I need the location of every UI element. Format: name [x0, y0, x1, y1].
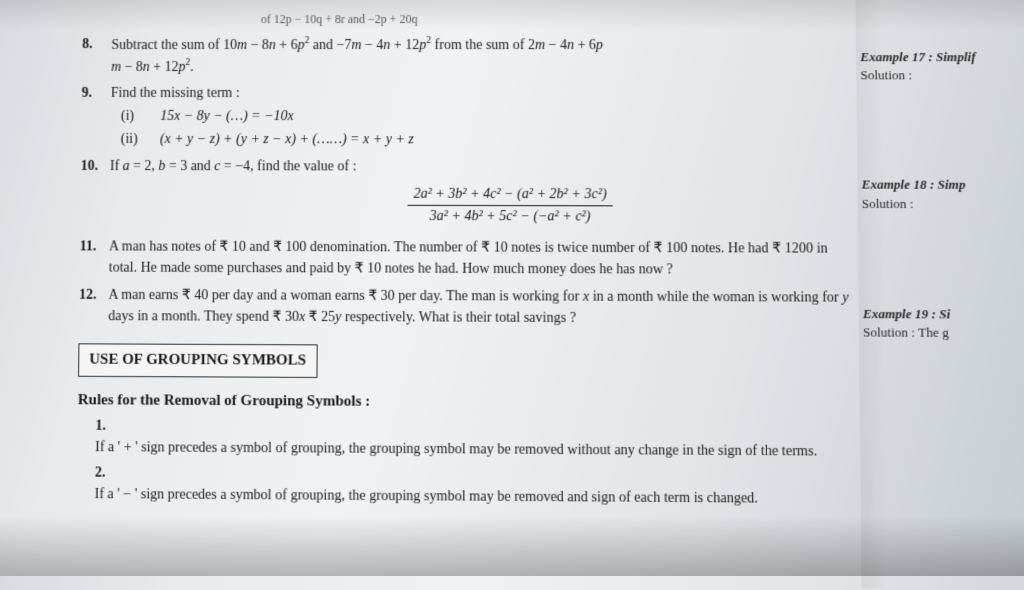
question-9: 9. Find the missing term : (i) 15x − 8y …: [81, 83, 863, 151]
q11-text: A man has notes of ₹ 10 and ₹ 100 denomi…: [109, 237, 854, 282]
q9-sub-i: (i) 15x − 8y − (…) = −10x: [121, 106, 863, 128]
margin-sol17: Solution :: [860, 66, 1024, 84]
margin-ex18-title: Example 18 : Simp: [861, 176, 1024, 195]
question-10: 10. If a = 2, b = 3 and c = −4, find the…: [80, 156, 864, 232]
q12-number: 12.: [79, 285, 105, 306]
q9-number: 9.: [81, 83, 107, 104]
margin-ex19-title: Example 19 : Si: [863, 305, 1024, 324]
question-12: 12. A man earns ₹ 40 per day and a woman…: [79, 285, 865, 331]
question-11: 11. A man has notes of ₹ 10 and ₹ 100 de…: [79, 237, 864, 282]
q9-i-text: 15x − 8y − (…) = −10x: [160, 109, 294, 124]
margin-ex17-title: Example 17 : Simplif: [860, 48, 1024, 66]
q10-text: If a = 2, b = 3 and c = −4, find the val…: [110, 156, 853, 179]
rules-header: Rules for the Removal of Grouping Symbol…: [78, 389, 866, 416]
q10-fraction: 2a² + 3b² + 4c² − (a² + 2b² + 3c²) 3a² +…: [159, 179, 864, 232]
rule-1: 1. If a ' + ' sign precedes a symbol of …: [95, 416, 866, 463]
margin-example-19: Example 19 : Si Solution : The g: [859, 305, 1024, 343]
q12-text: A man earns ₹ 40 per day and a woman ear…: [108, 285, 854, 331]
q10-number: 10.: [81, 156, 107, 177]
q8-number: 8.: [82, 34, 108, 55]
rule1-text: If a ' + ' sign precedes a symbol of gro…: [95, 437, 844, 463]
q11-number: 11.: [80, 237, 106, 258]
margin-sol19: Solution : The g: [863, 323, 1024, 342]
q9-sub-ii: (ii) (x + y − z) + (y + z − x) + (……) = …: [121, 129, 864, 151]
rule1-number: 1.: [95, 416, 115, 437]
q9-ii-label: (ii): [121, 129, 157, 150]
q9-text: Find the missing term :: [111, 83, 852, 105]
q8-text: Subtract the sum of 10m − 8n + 6p2 and −…: [111, 34, 852, 78]
question-8: 8. Subtract the sum of 10m − 8n + 6p2 an…: [82, 34, 863, 78]
q10-numerator: 2a² + 3b² + 4c² − (a² + 2b² + 3c²): [407, 184, 612, 207]
margin-example-17: Example 17 : Simplif Solution :: [856, 48, 1024, 85]
rule-2: 2. If a ' − ' sign precedes a symbol of …: [94, 463, 866, 511]
rule2-text: If a ' − ' sign precedes a symbol of gro…: [94, 484, 844, 511]
right-margin-column: Example 17 : Simplif Solution : Example …: [856, 0, 1024, 590]
q8-partial-line: of 12p − 10q + 8r and −2p + 20q: [261, 10, 862, 28]
margin-example-18: Example 18 : Simp Solution :: [857, 176, 1024, 213]
q8-partial-text: of 12p − 10q + 8r and −2p + 20q: [261, 12, 418, 26]
q9-ii-text: (x + y − z) + (y + z − x) + (……) = x + y…: [160, 132, 414, 147]
section-header-grouping: USE OF GROUPING SYMBOLS: [78, 344, 317, 378]
rule2-number: 2.: [95, 463, 115, 485]
q9-i-label: (i): [121, 106, 157, 127]
margin-sol18: Solution :: [862, 194, 1024, 213]
q10-denominator: 3a² + 4b² + 5c² − (−a² + c²): [407, 206, 612, 228]
